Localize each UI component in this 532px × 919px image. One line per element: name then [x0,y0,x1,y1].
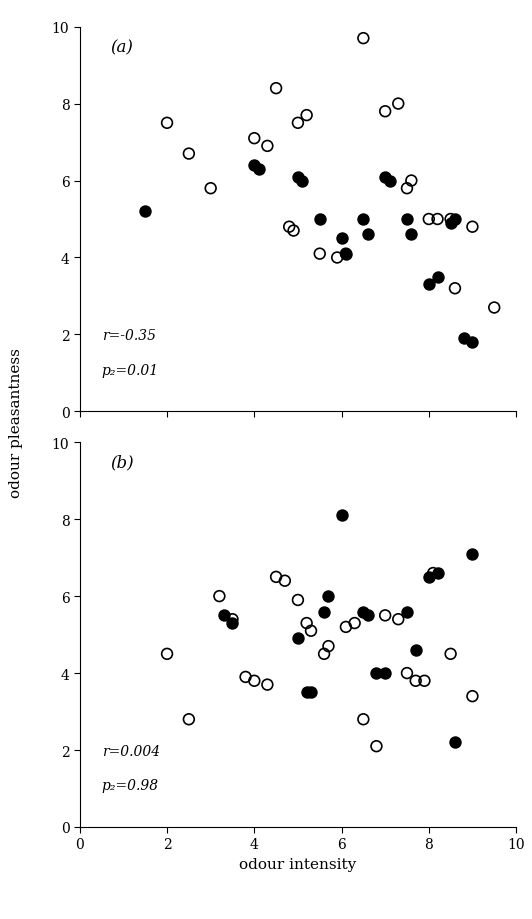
Point [294,631,302,646]
Text: (b): (b) [110,454,134,471]
Point [302,686,311,700]
Point [468,547,477,562]
Text: r=-0.35: r=-0.35 [102,329,156,343]
Point [468,689,477,704]
Point [337,508,346,523]
Point [425,278,433,292]
Point [433,212,442,227]
Point [372,739,381,754]
Point [385,174,394,188]
Point [420,674,429,688]
Point [446,216,455,231]
Point [403,212,411,227]
Point [228,612,237,627]
Point [359,212,368,227]
Point [263,140,272,154]
Point [381,170,389,185]
Point [298,174,306,188]
Point [407,174,415,188]
Point [363,228,372,243]
Point [315,212,324,227]
Point [411,643,420,658]
Point [185,712,193,727]
Point [425,212,433,227]
Point [215,589,223,604]
Point [294,170,302,185]
Point [242,670,250,685]
Text: (a): (a) [110,40,133,56]
Point [381,666,389,681]
Point [263,677,272,692]
Point [220,608,228,623]
Point [468,335,477,350]
Point [250,674,259,688]
Point [407,228,415,243]
Point [250,131,259,146]
Point [272,570,280,584]
Point [163,647,171,662]
Point [141,205,149,220]
Point [342,247,350,262]
Point [289,224,298,239]
Point [394,97,403,112]
Point [163,117,171,131]
Point [351,616,359,630]
Point [342,619,350,634]
Point [381,608,389,623]
Point [363,608,372,623]
Point [315,247,324,262]
Point [280,573,289,588]
Point [425,570,433,584]
Point [451,281,459,296]
Point [185,147,193,162]
Point [302,108,311,123]
Point [490,301,498,315]
Point [372,666,381,681]
Point [460,332,468,346]
Point [333,251,342,266]
Point [451,212,459,227]
Point [433,566,442,581]
Point [250,159,259,174]
Text: odour pleasantness: odour pleasantness [9,348,23,497]
Point [307,624,315,639]
Point [429,566,437,581]
Point [272,82,280,96]
Point [468,220,477,234]
Point [337,232,346,246]
Point [446,647,455,662]
Point [411,674,420,688]
Text: r=0.004: r=0.004 [102,743,160,758]
Point [294,593,302,607]
Point [324,589,332,604]
Point [206,182,215,197]
Point [433,270,442,285]
Point [285,220,294,234]
Point [254,163,263,177]
Point [394,612,403,627]
Point [307,686,315,700]
Point [302,616,311,630]
Point [342,247,350,262]
Point [446,212,455,227]
Point [381,105,389,119]
Point [359,605,368,619]
Point [359,32,368,47]
Point [294,117,302,131]
Point [320,647,328,662]
Point [451,735,459,750]
Point [320,605,328,619]
Point [324,639,332,653]
Point [403,666,411,681]
Point [359,712,368,727]
X-axis label: odour intensity: odour intensity [239,857,356,871]
Point [403,605,411,619]
Point [403,182,411,197]
Text: p₂=0.98: p₂=0.98 [102,778,159,792]
Point [228,616,237,630]
Text: p₂=0.01: p₂=0.01 [102,363,159,378]
